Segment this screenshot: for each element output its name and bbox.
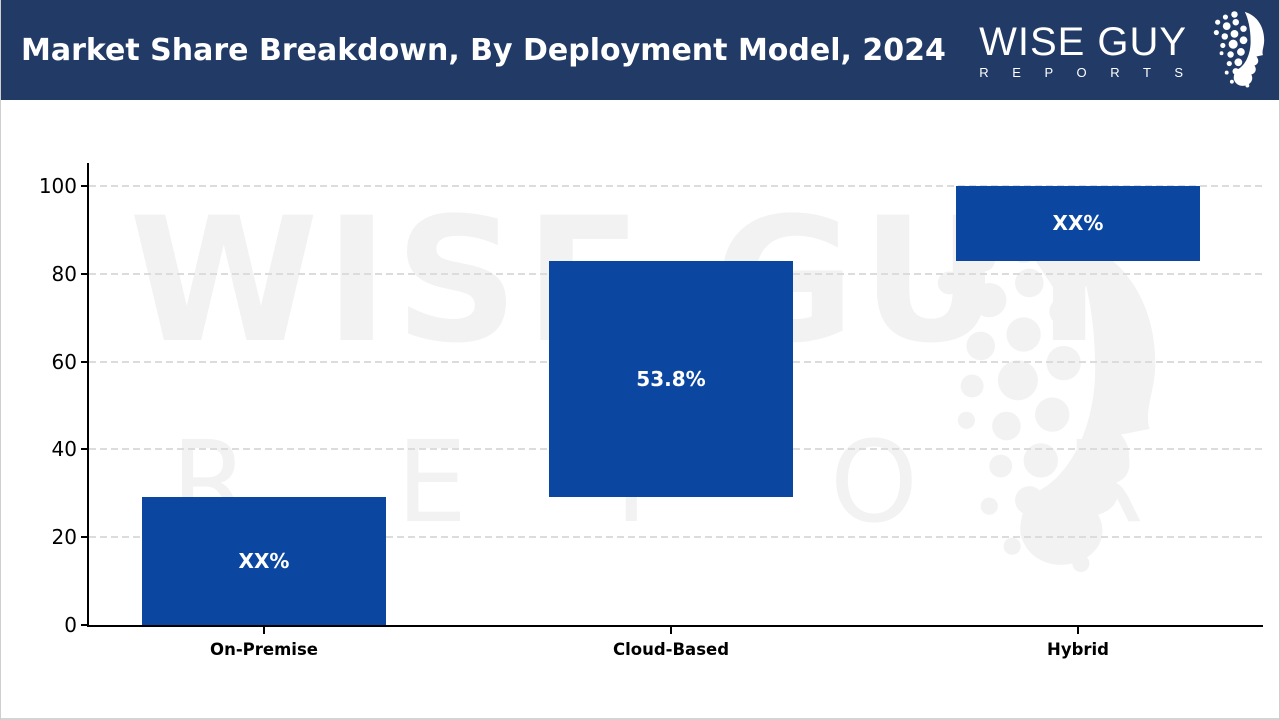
brand-wordmark: WISE GUY R E P O R T S [973, 22, 1193, 79]
bar-on-premise [142, 496, 386, 625]
y-axis [87, 163, 89, 627]
bar-label-cloud-based: 53.8% [636, 366, 706, 391]
y-tick-mark-0 [81, 624, 89, 626]
y-tick-label-80: 80 [51, 261, 77, 286]
x-tick-label-on-premise: On-Premise [210, 640, 318, 659]
y-tick-label-100: 100 [38, 174, 77, 198]
bar-cloud-based [549, 260, 793, 497]
brand-logo: WISE GUY R E P O R T S [973, 8, 1267, 92]
gridline-100 [89, 185, 1263, 187]
x-tick-mark-on-premise [263, 627, 265, 634]
plot-area: 0 20 40 60 80 100 XX% 53.8% XX% On-Premise Cloud-B… [1, 100, 1279, 720]
y-tick-label-0: 0 [64, 613, 77, 637]
brand-subtitle: R E P O R T S [979, 64, 1193, 80]
x-tick-mark-cloud-based [670, 627, 672, 634]
y-tick-mark-60 [81, 360, 89, 363]
y-tick-label-20: 20 [51, 525, 77, 550]
gridline-20 [89, 536, 1263, 539]
y-tick-mark-100 [81, 185, 89, 187]
y-tick-mark-20 [81, 536, 89, 539]
wiseguy-face-icon [1213, 11, 1265, 88]
y-tick-label-40: 40 [51, 437, 77, 462]
bar-hybrid [956, 186, 1200, 261]
bar-label-hybrid: XX% [1052, 211, 1104, 236]
chart-canvas: WISE GUY R E P O R T S 020406080100XX%53… [1, 100, 1279, 720]
y-tick-label-60: 60 [51, 349, 77, 374]
brand-name: WISE GUY [979, 19, 1188, 64]
header-bar: Market Share Breakdown, By Deployment Mo… [1, 0, 1279, 100]
x-axis [87, 625, 1263, 627]
x-tick-label-hybrid: Hybrid [1047, 640, 1109, 659]
page-title: Market Share Breakdown, By Deployment Mo… [21, 32, 946, 68]
bar-label-on-premise: XX% [238, 548, 290, 573]
watermark-face-icon [932, 234, 1156, 572]
x-tick-label-cloud-based: Cloud-Based [612, 640, 730, 659]
y-tick-mark-80 [81, 272, 89, 275]
x-tick-mark-hybrid [1077, 627, 1079, 634]
y-tick-mark-40 [81, 448, 89, 451]
